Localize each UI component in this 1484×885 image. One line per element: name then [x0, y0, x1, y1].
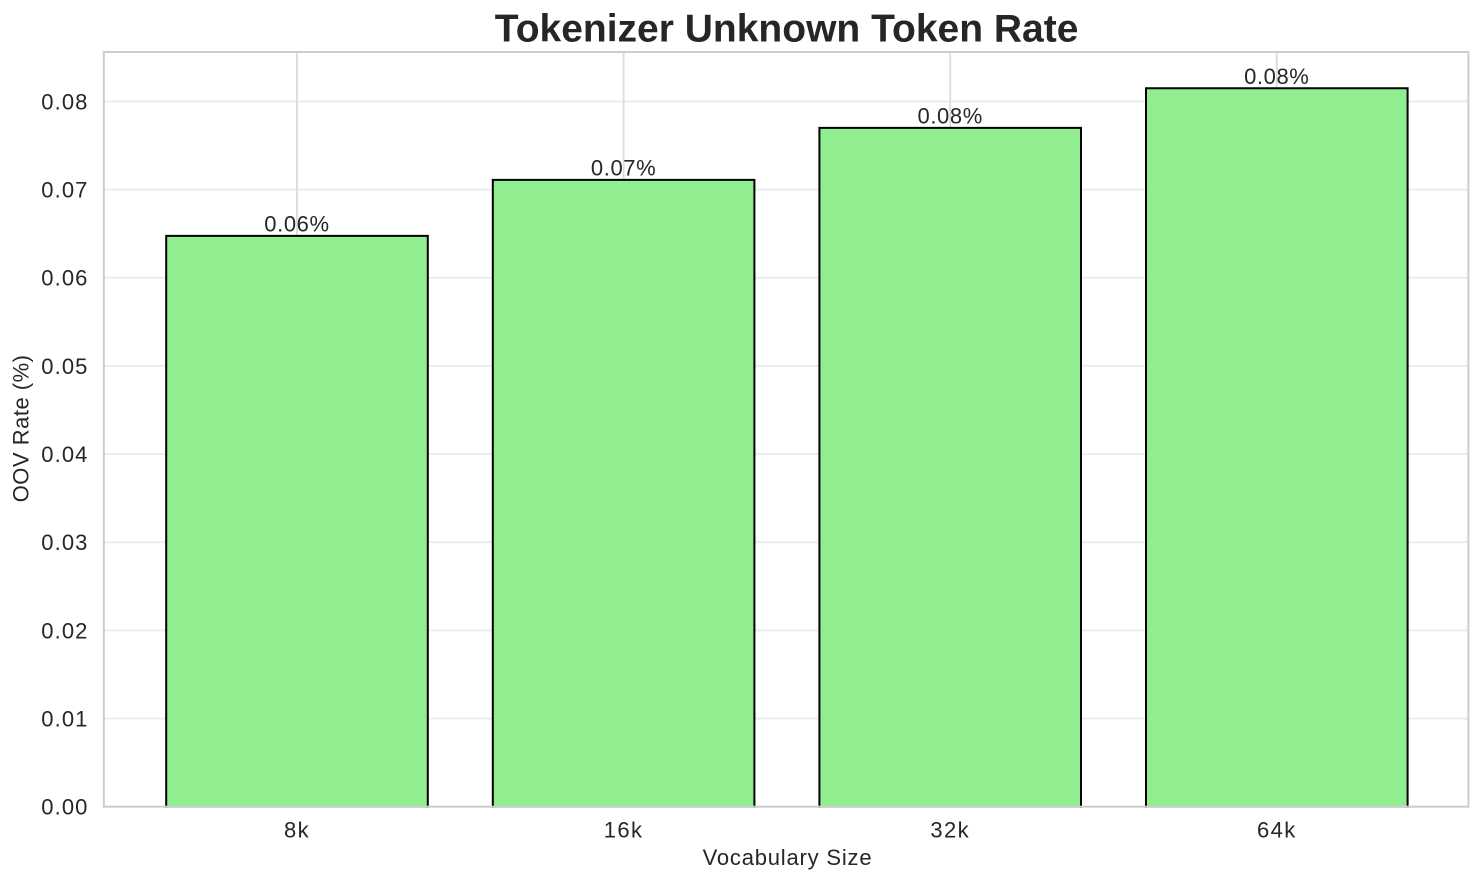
svg-text:0.08%: 0.08%	[918, 103, 983, 128]
svg-text:32k: 32k	[930, 817, 970, 842]
svg-text:Vocabulary Size: Vocabulary Size	[703, 845, 873, 870]
svg-text:16k: 16k	[604, 817, 644, 842]
svg-text:0.06%: 0.06%	[264, 211, 329, 236]
svg-text:0.04: 0.04	[41, 442, 88, 467]
svg-text:0.01: 0.01	[41, 707, 88, 732]
svg-text:Tokenizer Unknown Token Rate: Tokenizer Unknown Token Rate	[495, 8, 1079, 51]
svg-text:0.03: 0.03	[41, 530, 88, 555]
svg-text:0.08%: 0.08%	[1244, 64, 1309, 89]
svg-text:64k: 64k	[1257, 817, 1297, 842]
svg-text:0.07%: 0.07%	[591, 155, 656, 180]
svg-text:0.08: 0.08	[41, 89, 88, 114]
svg-text:0.00: 0.00	[41, 795, 88, 820]
svg-text:0.02: 0.02	[41, 618, 88, 643]
svg-text:0.06: 0.06	[41, 266, 88, 291]
svg-text:0.07: 0.07	[41, 178, 88, 203]
svg-text:OOV Rate (%): OOV Rate (%)	[9, 354, 34, 502]
svg-text:8k: 8k	[284, 817, 310, 842]
svg-text:0.05: 0.05	[41, 354, 88, 379]
